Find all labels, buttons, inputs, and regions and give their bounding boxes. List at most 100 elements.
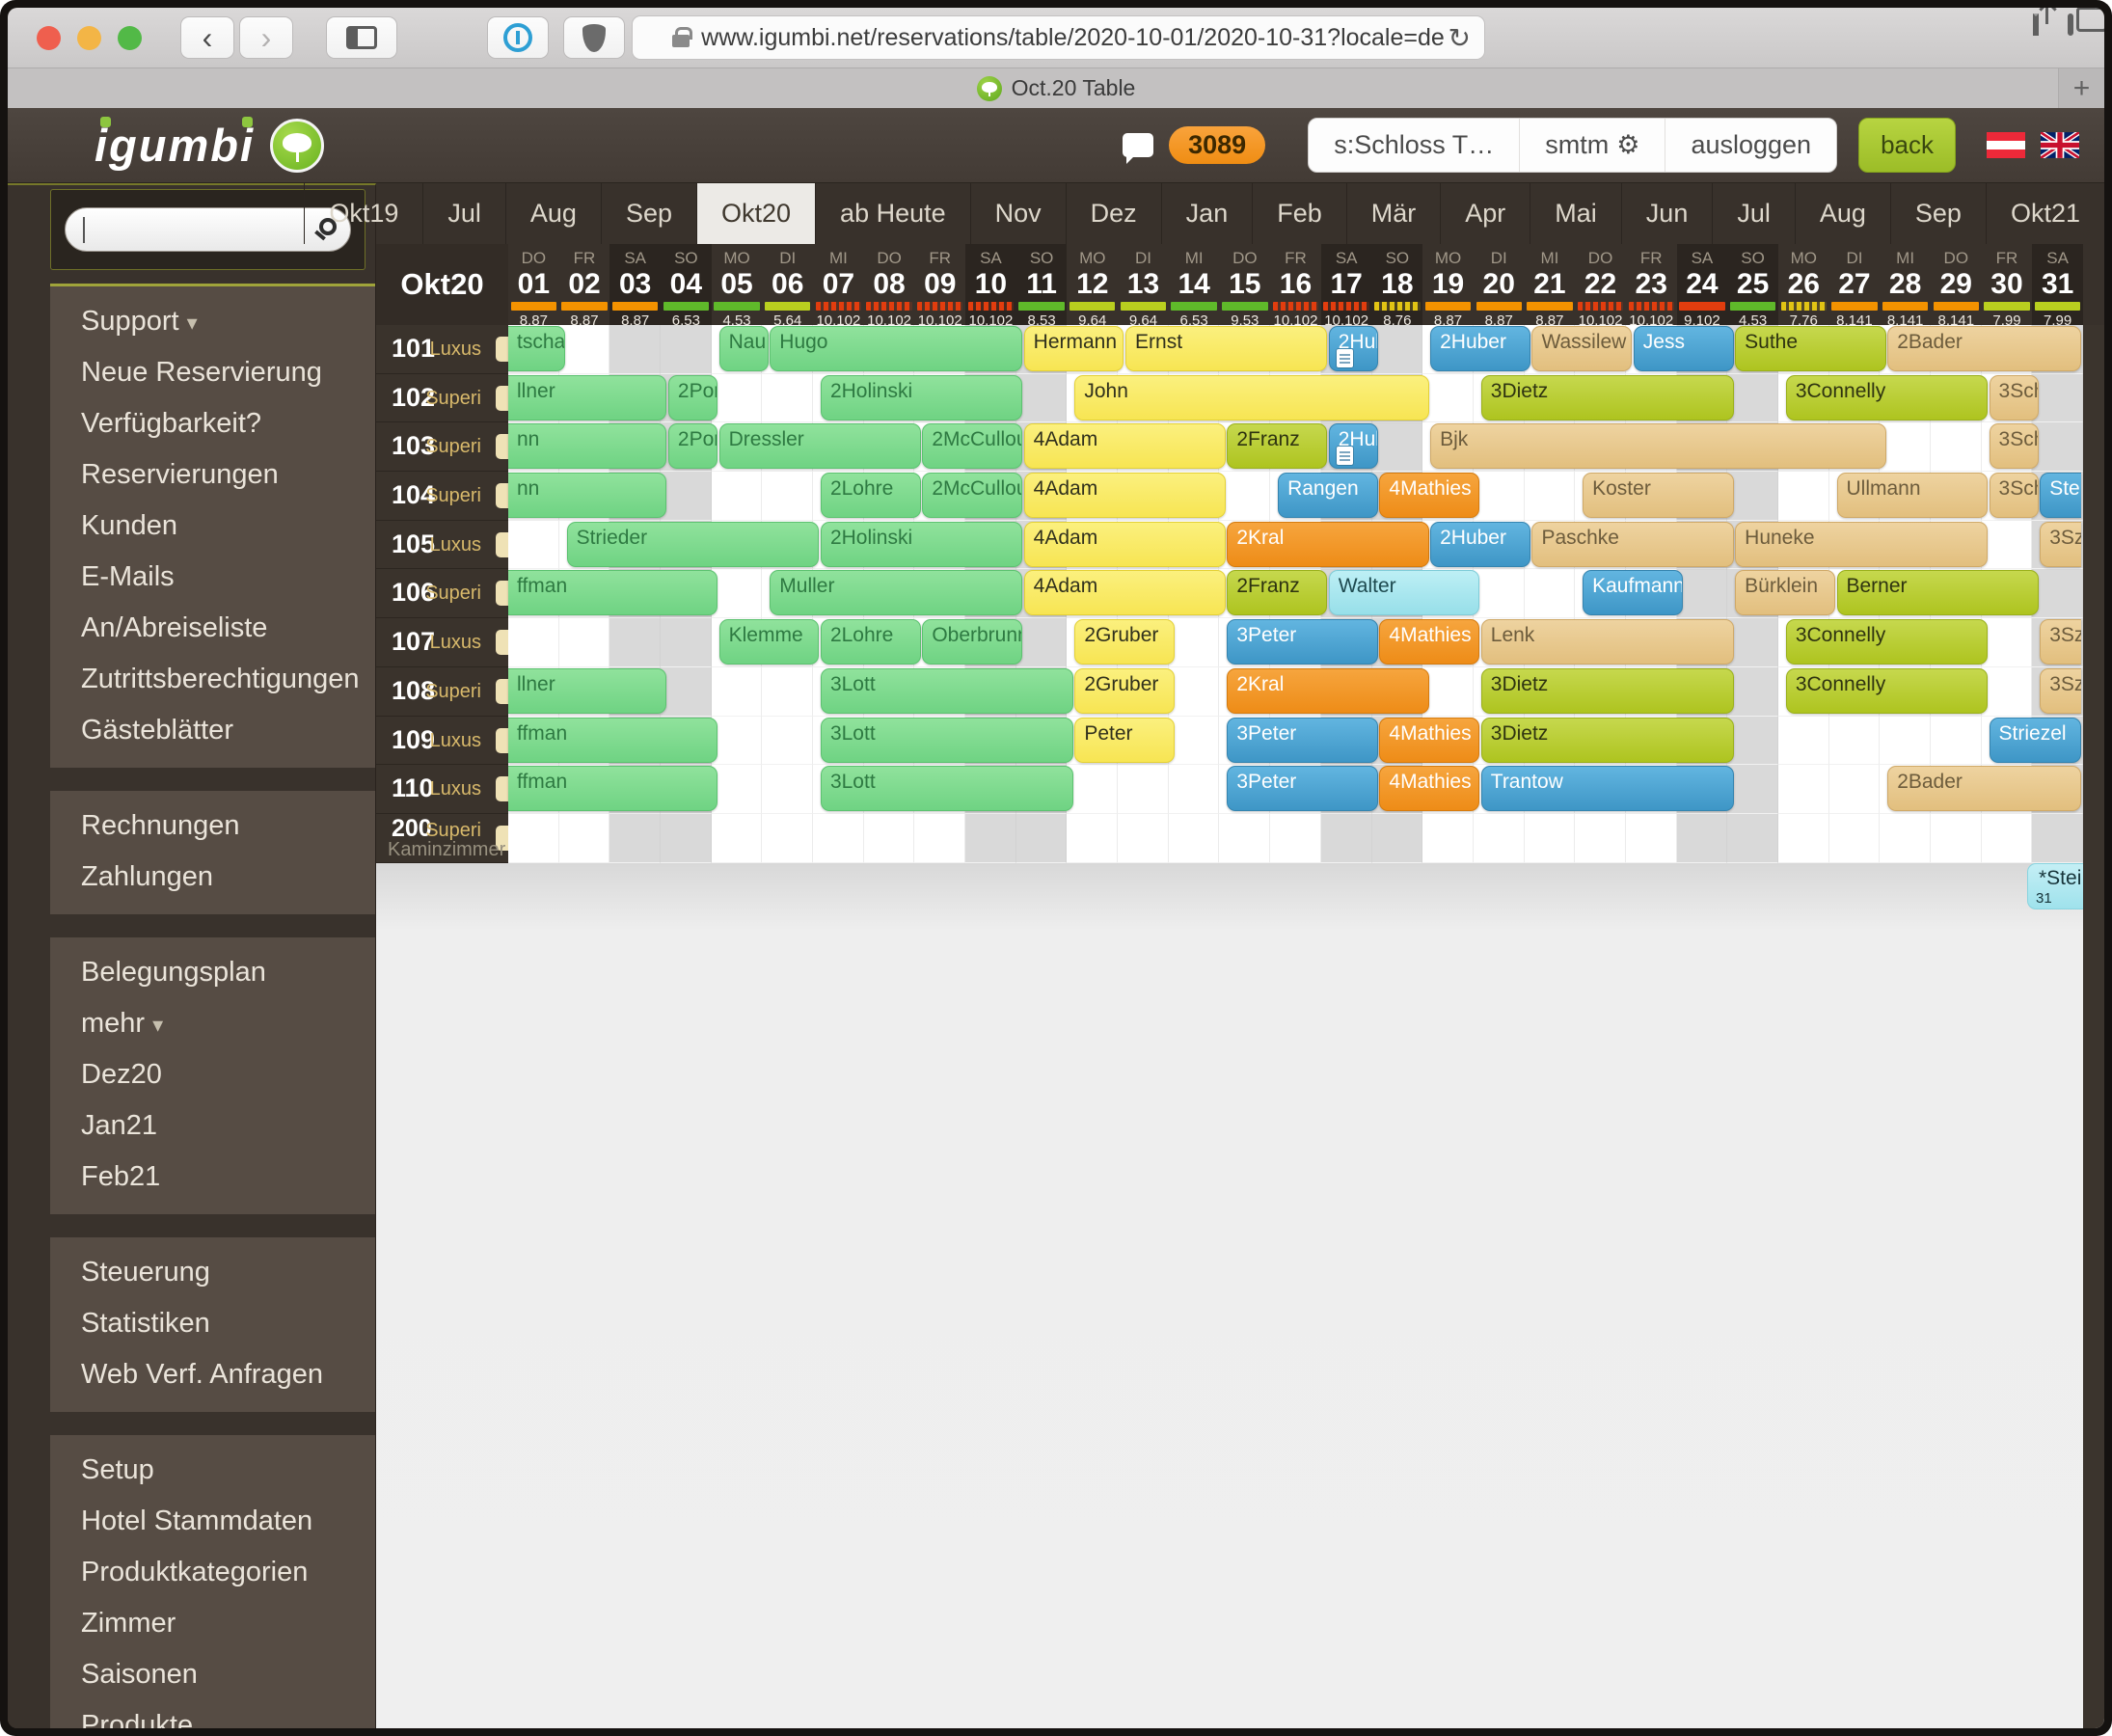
day-cell[interactable] <box>863 813 915 863</box>
day-header-03[interactable]: SA 03 8.87 <box>609 244 662 329</box>
sidebar-item-zutrittsberechtigungen[interactable]: Zutrittsberechtigungen <box>50 654 375 705</box>
message-count-badge[interactable]: 3089 <box>1169 126 1266 164</box>
day-cell[interactable] <box>661 472 712 521</box>
reservation-104-2lohre[interactable]: 2Lohre <box>820 473 921 519</box>
day-cell[interactable] <box>1727 373 1778 423</box>
reservation-103-2port[interactable]: 2Port <box>667 423 718 470</box>
reservation-103-2mccullou[interactable]: 2McCullou <box>922 423 1023 470</box>
day-cell[interactable] <box>1371 422 1423 473</box>
sidebar-item-verf-gbarkeit[interactable]: Verfügbarkeit? <box>50 398 375 449</box>
reservation-108-2gruber[interactable]: 2Gruber <box>1074 667 1176 714</box>
tab-title[interactable]: Oct.20 Table <box>1011 75 1136 100</box>
day-cell[interactable] <box>711 373 763 423</box>
day-cell[interactable] <box>1828 765 1881 814</box>
reservation-110-ffman[interactable]: ffman <box>508 766 718 812</box>
day-cell[interactable] <box>1219 813 1271 863</box>
day-cell[interactable] <box>1981 666 2033 717</box>
day-cell[interactable] <box>1828 813 1881 863</box>
day-cell[interactable] <box>1930 716 1982 766</box>
reservation-101-nau[interactable]: Nau <box>718 326 769 371</box>
day-cell[interactable] <box>762 716 814 766</box>
sidebar-item-statistiken[interactable]: Statistiken <box>50 1298 375 1349</box>
reservation-104-koster[interactable]: Koster <box>1583 473 1734 519</box>
day-cell[interactable] <box>1880 813 1931 863</box>
reservation-101-2huber[interactable]: 2Huber <box>1430 326 1530 371</box>
day-header-09[interactable]: FR 09 10.102 <box>914 244 965 329</box>
day-cell[interactable] <box>1118 813 1169 863</box>
day-header-07[interactable]: MI 07 10.102 <box>813 244 864 329</box>
day-cell[interactable] <box>711 666 763 717</box>
day-header-18[interactable]: SO 18 8.76 <box>1371 244 1423 329</box>
forward-nav-button[interactable]: › <box>239 16 293 59</box>
sidebar-item-produkte[interactable]: Produkte <box>50 1700 375 1728</box>
reservation-110-trantow[interactable]: Trantow <box>1480 766 1734 812</box>
sidebar-item-produktkategorien[interactable]: Produktkategorien <box>50 1547 375 1598</box>
minimize-window-button[interactable] <box>77 25 101 50</box>
month-tab-okt21[interactable]: Okt21 <box>1985 183 2104 244</box>
day-cell[interactable] <box>1727 472 1778 521</box>
privacy-extension-button[interactable] <box>563 16 625 59</box>
reservation-107-2gruber[interactable]: 2Gruber <box>1074 619 1176 665</box>
reservation-105-3sze[interactable]: 3Sze <box>2040 521 2082 567</box>
day-cell[interactable] <box>1015 813 1068 863</box>
reservation-108-3dietz[interactable]: 3Dietz <box>1480 667 1734 714</box>
sidebar-item-jan21[interactable]: Jan21 <box>50 1100 375 1152</box>
reservation-101-hermann[interactable]: Hermann <box>1023 326 1124 371</box>
reservation-102-3connelly[interactable]: 3Connelly <box>1785 374 1988 420</box>
day-cell[interactable] <box>1625 813 1677 863</box>
day-cell[interactable] <box>609 813 662 863</box>
day-cell[interactable] <box>1727 765 1778 814</box>
day-cell[interactable] <box>558 618 610 667</box>
day-cell[interactable] <box>1015 373 1068 423</box>
month-tab-sep[interactable]: Sep <box>600 183 696 244</box>
day-header-28[interactable]: MI 28 8.141 <box>1880 244 1931 329</box>
reservation-104-4mathies[interactable]: 4Mathies <box>1379 473 1480 519</box>
day-cell[interactable] <box>661 325 712 374</box>
reservation-102-llner[interactable]: llner <box>508 374 667 420</box>
day-cell[interactable] <box>1880 422 1931 473</box>
month-tab-jul[interactable]: Jul <box>1712 183 1795 244</box>
sidebar-item-zimmer[interactable]: Zimmer <box>50 1598 375 1649</box>
sidebar-item-dez20[interactable]: Dez20 <box>50 1049 375 1100</box>
reservation-103-bjk[interactable]: Bjk <box>1430 423 1886 470</box>
reservation-109-peter[interactable]: Peter <box>1074 717 1176 763</box>
reservation-107-3connelly[interactable]: 3Connelly <box>1785 619 1988 665</box>
day-cell[interactable] <box>1168 666 1220 717</box>
day-cell[interactable] <box>1676 569 1728 619</box>
day-cell[interactable] <box>1777 716 1829 766</box>
day-cell[interactable] <box>1727 813 1778 863</box>
reservation-109-3dietz[interactable]: 3Dietz <box>1480 717 1734 763</box>
day-cell[interactable] <box>1473 813 1525 863</box>
day-header-21[interactable]: MI 21 8.87 <box>1525 244 1576 329</box>
reservation-103-3sch[interactable]: 3Sch <box>1989 423 2039 470</box>
day-cell[interactable] <box>1930 813 1982 863</box>
reservation-110-3lott[interactable]: 3Lott <box>820 766 1073 812</box>
day-cell[interactable] <box>762 813 814 863</box>
day-cell[interactable] <box>711 472 763 521</box>
month-tab-okt19[interactable]: Okt19 <box>304 183 422 244</box>
day-cell[interactable] <box>2032 813 2083 863</box>
sidebar-item-saisonen[interactable]: Saisonen <box>50 1649 375 1700</box>
day-cell[interactable] <box>1168 765 1220 814</box>
day-header-15[interactable]: DO 15 9.53 <box>1219 244 1270 329</box>
day-header-26[interactable]: MO 26 7.76 <box>1778 244 1829 329</box>
account-button[interactable]: s:Schloss T… <box>1309 119 1521 172</box>
day-cell[interactable] <box>609 325 662 374</box>
day-cell[interactable] <box>508 520 559 570</box>
day-cell[interactable] <box>1067 813 1119 863</box>
day-cell[interactable] <box>1981 520 2033 570</box>
day-header-20[interactable]: DI 20 8.87 <box>1474 244 1525 329</box>
reservation-102-2holinski[interactable]: 2Holinski <box>820 374 1023 420</box>
day-cell[interactable] <box>762 666 814 717</box>
day-header-14[interactable]: MI 14 6.53 <box>1169 244 1220 329</box>
day-header-13[interactable]: DI 13 9.64 <box>1118 244 1169 329</box>
sidebar-item-web-verf-anfragen[interactable]: Web Verf. Anfragen <box>50 1349 375 1400</box>
reservation-110-4mathies[interactable]: 4Mathies <box>1379 766 1480 812</box>
reservation-103-2franz[interactable]: 2Franz <box>1227 423 1328 470</box>
reservation-101-ernst[interactable]: Ernst <box>1125 326 1328 371</box>
reservation-101-wassilew[interactable]: Wassilew <box>1531 326 1633 371</box>
day-cell[interactable] <box>711 569 763 619</box>
day-cell[interactable] <box>1270 813 1321 863</box>
day-header-05[interactable]: MO 05 4.53 <box>712 244 763 329</box>
day-cell[interactable] <box>558 325 610 374</box>
